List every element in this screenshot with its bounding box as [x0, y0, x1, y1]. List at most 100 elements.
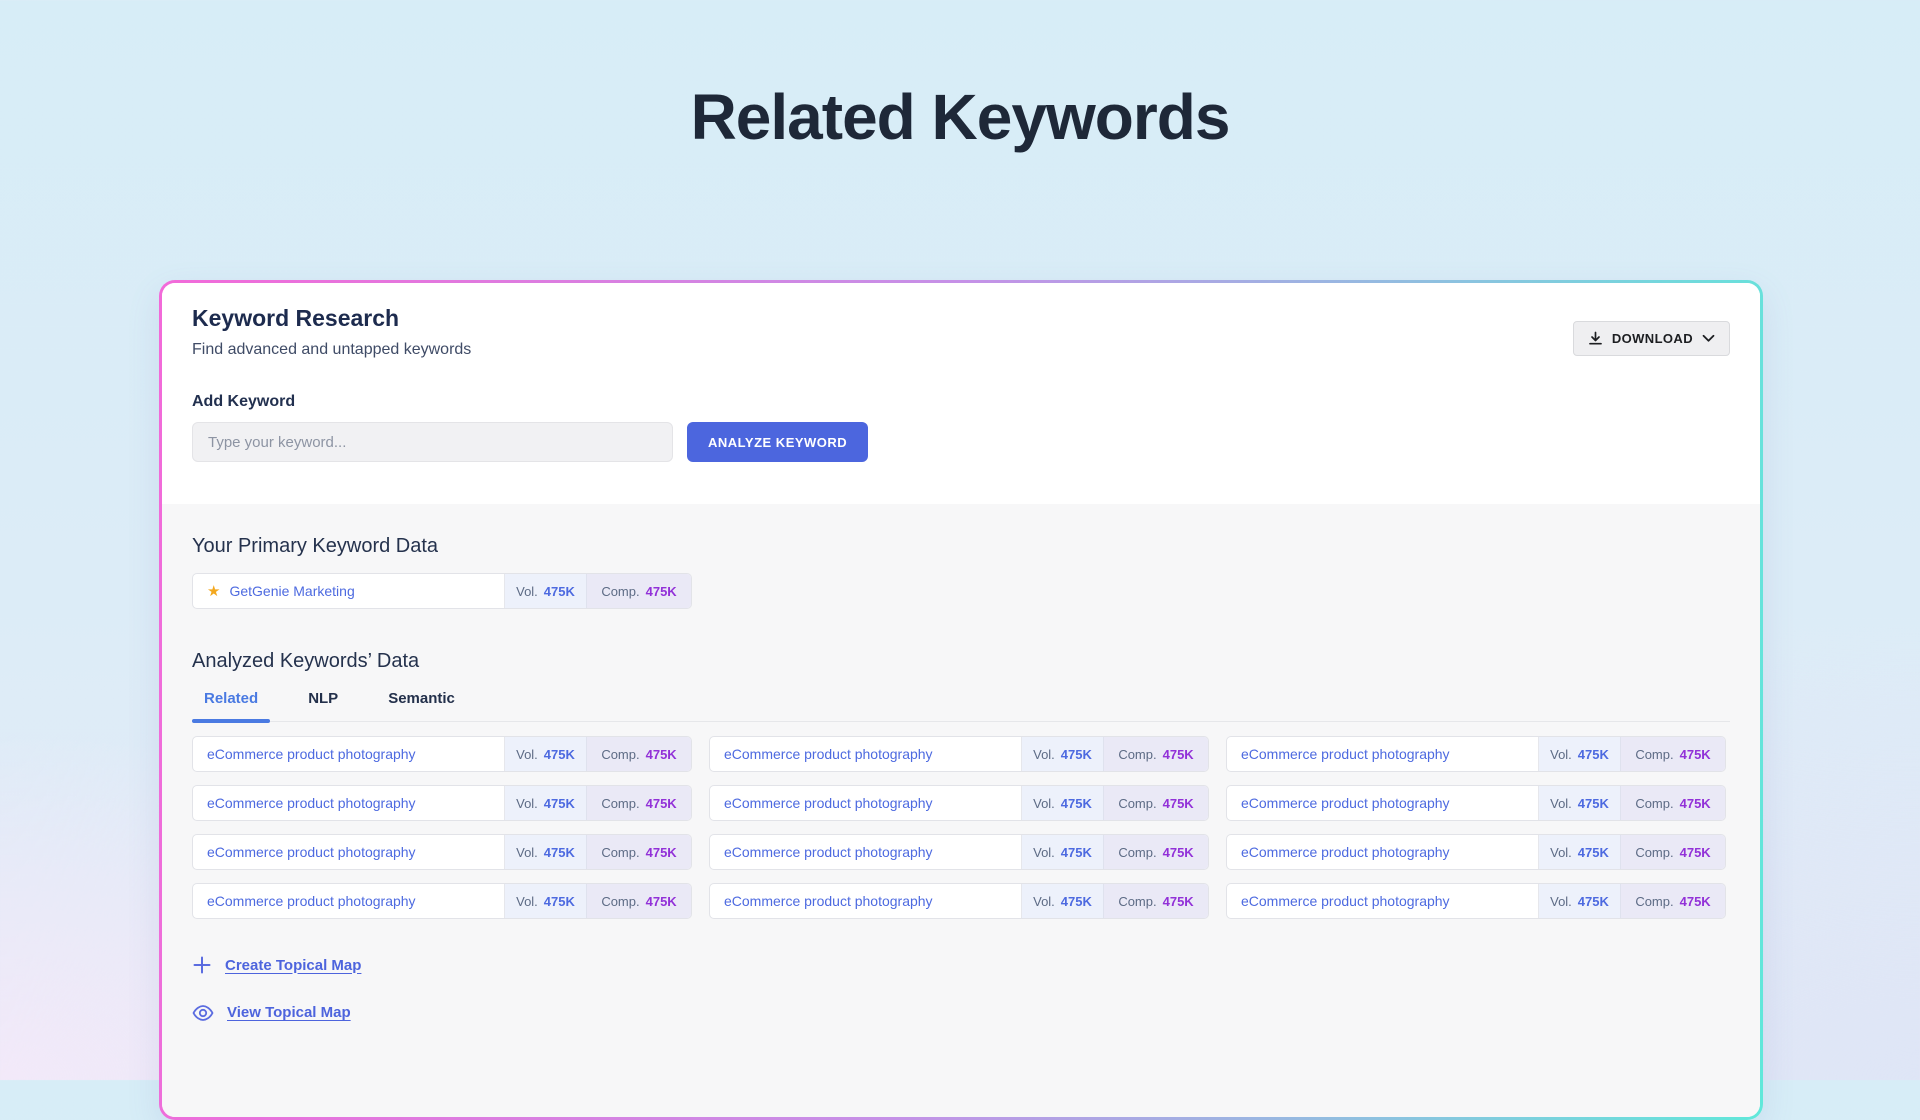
- volume-value: 475K: [1060, 893, 1092, 909]
- volume-cell: Vol. 475K: [1539, 835, 1621, 869]
- competition-label: Comp.: [1118, 844, 1157, 860]
- volume-value: 475K: [1577, 893, 1609, 909]
- keyword-row: eCommerce product photography Vol. 475K …: [192, 883, 692, 919]
- keyword-input[interactable]: [192, 422, 673, 462]
- primary-volume-cell: Vol. 475K: [505, 574, 587, 608]
- competition-label: Comp.: [1118, 746, 1157, 762]
- competition-cell: Comp. 475K: [1104, 786, 1208, 820]
- competition-value: 475K: [645, 893, 677, 909]
- keyword-row: eCommerce product photography Vol. 475K …: [1226, 736, 1726, 772]
- keyword-cell[interactable]: eCommerce product photography: [1227, 737, 1539, 771]
- competition-label: Comp.: [601, 583, 640, 599]
- keyword-text: eCommerce product photography: [207, 746, 416, 762]
- keyword-cell[interactable]: eCommerce product photography: [710, 737, 1022, 771]
- plus-icon: [192, 955, 212, 975]
- keyword-text: eCommerce product photography: [207, 893, 416, 909]
- competition-cell: Comp. 475K: [587, 884, 691, 918]
- volume-label: Vol.: [516, 893, 538, 909]
- competition-value: 475K: [1679, 795, 1711, 811]
- competition-cell: Comp. 475K: [1104, 884, 1208, 918]
- download-button[interactable]: DOWNLOAD: [1572, 321, 1730, 356]
- competition-cell: Comp. 475K: [587, 786, 691, 820]
- card-header: Keyword Research Find advanced and untap…: [162, 283, 1760, 504]
- keyword-row: eCommerce product photography Vol. 475K …: [709, 785, 1209, 821]
- volume-cell: Vol. 475K: [1022, 786, 1104, 820]
- keyword-cell[interactable]: eCommerce product photography: [193, 884, 505, 918]
- eye-icon: [192, 1004, 214, 1021]
- volume-cell: Vol. 475K: [1022, 835, 1104, 869]
- view-topical-map-label: View Topical Map: [227, 1004, 351, 1021]
- competition-value: 475K: [1162, 893, 1194, 909]
- keyword-text: eCommerce product photography: [724, 795, 933, 811]
- volume-value: 475K: [1060, 795, 1092, 811]
- competition-label: Comp.: [1635, 844, 1674, 860]
- primary-competition-cell: Comp. 475K: [587, 574, 691, 608]
- keyword-row: eCommerce product photography Vol. 475K …: [709, 883, 1209, 919]
- keyword-text: eCommerce product photography: [724, 844, 933, 860]
- keyword-row: eCommerce product photography Vol. 475K …: [192, 736, 692, 772]
- keyword-row: eCommerce product photography Vol. 475K …: [1226, 834, 1726, 870]
- competition-cell: Comp. 475K: [1104, 835, 1208, 869]
- competition-value: 475K: [645, 795, 677, 811]
- star-icon: ★: [207, 582, 221, 600]
- competition-label: Comp.: [1635, 746, 1674, 762]
- keyword-cell[interactable]: eCommerce product photography: [1227, 835, 1539, 869]
- tab-semantic[interactable]: Semantic: [388, 690, 455, 707]
- volume-label: Vol.: [1033, 795, 1055, 811]
- volume-cell: Vol. 475K: [1539, 884, 1621, 918]
- tab-related[interactable]: Related: [191, 690, 271, 723]
- keyword-cell[interactable]: eCommerce product photography: [710, 835, 1022, 869]
- volume-value: 475K: [543, 893, 575, 909]
- competition-value: 475K: [1679, 893, 1711, 909]
- keyword-cell[interactable]: eCommerce product photography: [1227, 884, 1539, 918]
- volume-label: Vol.: [1033, 746, 1055, 762]
- keyword-cell[interactable]: eCommerce product photography: [710, 884, 1022, 918]
- volume-cell: Vol. 475K: [505, 884, 587, 918]
- competition-cell: Comp. 475K: [587, 737, 691, 771]
- volume-cell: Vol. 475K: [1539, 786, 1621, 820]
- keyword-row: eCommerce product photography Vol. 475K …: [192, 834, 692, 870]
- volume-cell: Vol. 475K: [1022, 737, 1104, 771]
- create-topical-map-link[interactable]: Create Topical Map: [192, 955, 361, 975]
- primary-section-heading: Your Primary Keyword Data: [192, 535, 439, 557]
- keyword-row: eCommerce product photography Vol. 475K …: [1226, 883, 1726, 919]
- competition-cell: Comp. 475K: [1621, 737, 1725, 771]
- volume-label: Vol.: [516, 746, 538, 762]
- primary-keyword-row: ★ GetGenie Marketing Vol. 475K Comp. 475…: [192, 573, 692, 609]
- competition-cell: Comp. 475K: [1621, 835, 1725, 869]
- view-topical-map-link[interactable]: View Topical Map: [192, 1004, 351, 1021]
- keyword-text: eCommerce product photography: [1241, 795, 1450, 811]
- keyword-row: eCommerce product photography Vol. 475K …: [709, 834, 1209, 870]
- competition-value: 475K: [1679, 746, 1711, 762]
- volume-value: 475K: [543, 844, 575, 860]
- keyword-cell[interactable]: eCommerce product photography: [193, 737, 505, 771]
- keyword-text: eCommerce product photography: [207, 795, 416, 811]
- keyword-research-card: Keyword Research Find advanced and untap…: [159, 280, 1763, 1120]
- keyword-cell[interactable]: eCommerce product photography: [193, 786, 505, 820]
- keyword-grid: eCommerce product photography Vol. 475K …: [192, 736, 1730, 919]
- volume-value: 475K: [543, 795, 575, 811]
- primary-keyword-cell[interactable]: ★ GetGenie Marketing: [193, 574, 505, 608]
- competition-label: Comp.: [601, 746, 640, 762]
- keyword-text: eCommerce product photography: [1241, 844, 1450, 860]
- keyword-cell[interactable]: eCommerce product photography: [710, 786, 1022, 820]
- volume-cell: Vol. 475K: [505, 835, 587, 869]
- competition-label: Comp.: [1635, 795, 1674, 811]
- keyword-cell[interactable]: eCommerce product photography: [193, 835, 505, 869]
- analyze-keyword-button[interactable]: ANALYZE KEYWORD: [687, 422, 869, 462]
- analyzed-section-heading: Analyzed Keywords’ Data: [192, 650, 420, 672]
- keyword-cell[interactable]: eCommerce product photography: [1227, 786, 1539, 820]
- primary-keyword-text: GetGenie Marketing: [229, 583, 355, 599]
- competition-value: 475K: [1162, 844, 1194, 860]
- competition-value: 475K: [1162, 746, 1194, 762]
- competition-value: 475K: [645, 844, 677, 860]
- tab-nlp[interactable]: NLP: [308, 690, 339, 707]
- volume-label: Vol.: [516, 795, 538, 811]
- add-keyword-block: Add Keyword ANALYZE KEYWORD: [192, 393, 1730, 504]
- volume-value: 475K: [543, 583, 575, 599]
- download-button-label: DOWNLOAD: [1611, 331, 1693, 346]
- analyzed-tabbar: Related NLP Semantic: [191, 690, 1730, 723]
- volume-value: 475K: [1577, 844, 1609, 860]
- map-links: Create Topical Map View Topical Map: [192, 955, 1730, 1021]
- keyword-text: eCommerce product photography: [724, 893, 933, 909]
